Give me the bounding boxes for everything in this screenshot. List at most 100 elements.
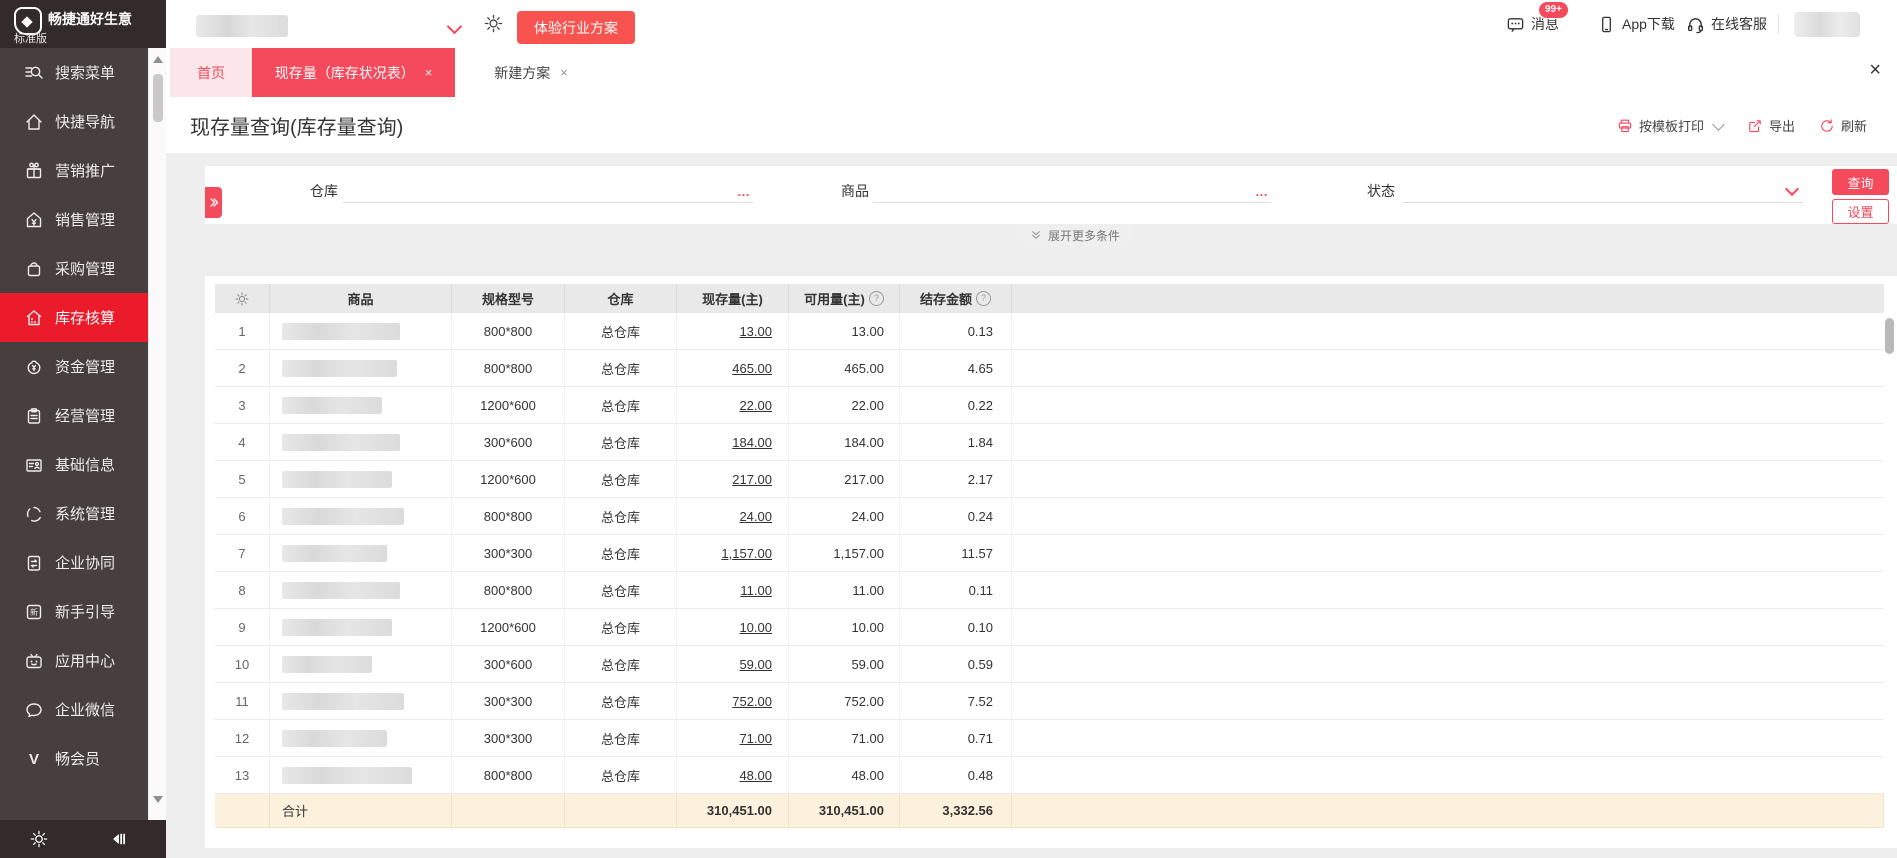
sidebar-item-inventory[interactable]: 库存核算 [0,293,148,342]
app-download-button[interactable]: App下载 [1597,14,1675,34]
header-amount[interactable]: 结存金额? [900,284,1012,313]
header-spec[interactable]: 规格型号 [452,284,565,313]
qty-link[interactable]: 1,157.00 [721,545,772,561]
qty-link[interactable]: 48.00 [739,767,772,783]
warehouse-filter-input[interactable]: … [343,180,753,203]
qty-cell: 465.00 [677,350,789,386]
table-scrollbar-thumb[interactable] [1885,318,1894,354]
sidebar-item-app-center[interactable]: 应用中心 [0,636,148,685]
table-row[interactable]: 8 800*800 总仓库 11.00 11.00 0.11 [215,572,1884,609]
available-cell: 465.00 [789,350,900,386]
filler-cell [1012,572,1884,608]
printer-icon [1617,118,1633,134]
total-available: 310,451.00 [789,794,900,827]
table-row[interactable]: 12 300*300 总仓库 71.00 71.00 0.71 [215,720,1884,757]
scrollbar-thumb[interactable] [153,74,163,122]
sidebar-bottom-bar [0,820,166,858]
qty-link[interactable]: 752.00 [732,693,772,709]
header-filler [1012,284,1884,313]
help-icon[interactable]: ? [868,291,884,306]
table-row[interactable]: 5 1200*600 总仓库 217.00 217.00 2.17 [215,461,1884,498]
gear-icon[interactable] [484,14,503,33]
messages-button[interactable]: 消息 [1506,14,1559,34]
collaboration-icon [24,553,44,573]
scroll-up-arrow-icon[interactable] [153,56,163,63]
header-product[interactable]: 商品 [270,284,452,313]
sidebar-item-sales[interactable]: 销售管理 [0,195,148,244]
settings-gear-icon[interactable] [30,830,48,848]
tabbar-close-icon[interactable]: × [1869,59,1881,81]
settings-button[interactable]: 设置 [1832,199,1889,224]
tab-close-icon[interactable]: × [424,65,433,80]
qty-link[interactable]: 10.00 [739,619,772,635]
sidebar-item-marketing[interactable]: 营销推广 [0,146,148,195]
table-row[interactable]: 13 800*800 总仓库 48.00 48.00 0.48 [215,757,1884,794]
tab-item-2[interactable]: 新建方案 × [475,48,587,97]
qty-link[interactable]: 13.00 [739,323,772,339]
qty-link[interactable]: 22.00 [739,397,772,413]
sidebar-item-operations[interactable]: 经营管理 [0,391,148,440]
status-filter-select[interactable] [1403,180,1803,203]
print-by-template-button[interactable]: 按模板打印 [1617,116,1725,135]
sidebar-item-funds[interactable]: 资金管理 [0,342,148,391]
tab-item-1[interactable]: 现存量（库存状况表） × [252,48,455,97]
product-cell [270,424,452,460]
qty-link[interactable]: 11.00 [740,582,772,598]
table-row[interactable]: 9 1200*600 总仓库 10.00 10.00 0.10 [215,609,1884,646]
header-available[interactable]: 可用量(主)? [789,284,900,313]
help-icon[interactable]: ? [976,291,991,306]
header-warehouse[interactable]: 仓库 [565,284,677,313]
experience-plan-button[interactable]: 体验行业方案 [517,11,635,44]
header-qty[interactable]: 现存量(主) [677,284,789,313]
sidebar-item-newbie[interactable]: 新 新手引导 [0,587,148,636]
qty-link[interactable]: 24.00 [739,508,772,524]
product-name-redacted [282,655,372,673]
company-selector[interactable] [196,13,468,49]
sidebar-item-label: 企业微信 [55,702,116,719]
product-filter-input[interactable]: … [873,180,1271,203]
table-row[interactable]: 2 800*800 总仓库 465.00 465.00 4.65 [215,350,1884,387]
collapse-filter-badge[interactable] [205,187,222,218]
tab-home[interactable]: 首页 [170,48,252,97]
picker-ellipsis-icon[interactable]: … [1255,184,1269,199]
table-row[interactable]: 6 800*800 总仓库 24.00 24.00 0.24 [215,498,1884,535]
qty-cell: 184.00 [677,424,789,460]
table-row[interactable]: 10 300*600 总仓库 59.00 59.00 0.59 [215,646,1884,683]
sidebar-scrollbar[interactable] [148,48,167,820]
qty-link[interactable]: 71.00 [739,730,772,746]
table-total-row: 合计 310,451.00 310,451.00 3,332.56 [215,794,1884,828]
sidebar-item-member[interactable]: V 畅会员 [0,734,148,783]
query-button[interactable]: 查询 [1832,169,1889,195]
sidebar-item-system[interactable]: 系统管理 [0,489,148,538]
tab-close-icon[interactable]: × [560,65,568,80]
sidebar-item-wechat-work[interactable]: 企业微信 [0,685,148,734]
qty-link[interactable]: 184.00 [732,434,772,450]
collapse-sidebar-icon[interactable] [108,830,128,848]
product-name-redacted [282,766,412,784]
table-row[interactable]: 3 1200*600 总仓库 22.00 22.00 0.22 [215,387,1884,424]
scroll-down-arrow-icon[interactable] [153,796,163,803]
expand-more-filters[interactable]: 展开更多条件 [1016,224,1135,246]
export-button[interactable]: 导出 [1747,116,1795,135]
picker-ellipsis-icon[interactable]: … [737,184,751,199]
qty-link[interactable]: 217.00 [732,471,772,487]
qty-link[interactable]: 59.00 [739,656,772,672]
tab-label: 首页 [197,64,225,81]
app-center-icon [24,651,44,671]
refresh-button[interactable]: 刷新 [1819,116,1867,135]
table-row[interactable]: 11 300*300 总仓库 752.00 752.00 7.52 [215,683,1884,720]
sidebar-item-basic-info[interactable]: 基础信息 [0,440,148,489]
table-row[interactable]: 1 800*800 总仓库 13.00 13.00 0.13 [215,313,1884,350]
online-service-button[interactable]: 在线客服 [1686,14,1767,34]
table-row[interactable]: 4 300*600 总仓库 184.00 184.00 1.84 [215,424,1884,461]
sidebar-item-purchase[interactable]: 采购管理 [0,244,148,293]
qty-link[interactable]: 465.00 [732,360,772,376]
table-header-row: 商品 规格型号 仓库 现存量(主) 可用量(主)? 结存金额? [215,284,1884,313]
user-avatar-redacted[interactable] [1794,12,1860,37]
column-gear-icon[interactable] [235,292,249,306]
table-row[interactable]: 7 300*300 总仓库 1,157.00 1,157.00 11.57 [215,535,1884,572]
sidebar-item-quick-nav[interactable]: 快捷导航 [0,97,148,146]
member-icon: V [24,749,44,769]
sidebar-item-collaboration[interactable]: 企业协同 [0,538,148,587]
sidebar-item-search-menu[interactable]: 搜索菜单 [0,48,148,97]
